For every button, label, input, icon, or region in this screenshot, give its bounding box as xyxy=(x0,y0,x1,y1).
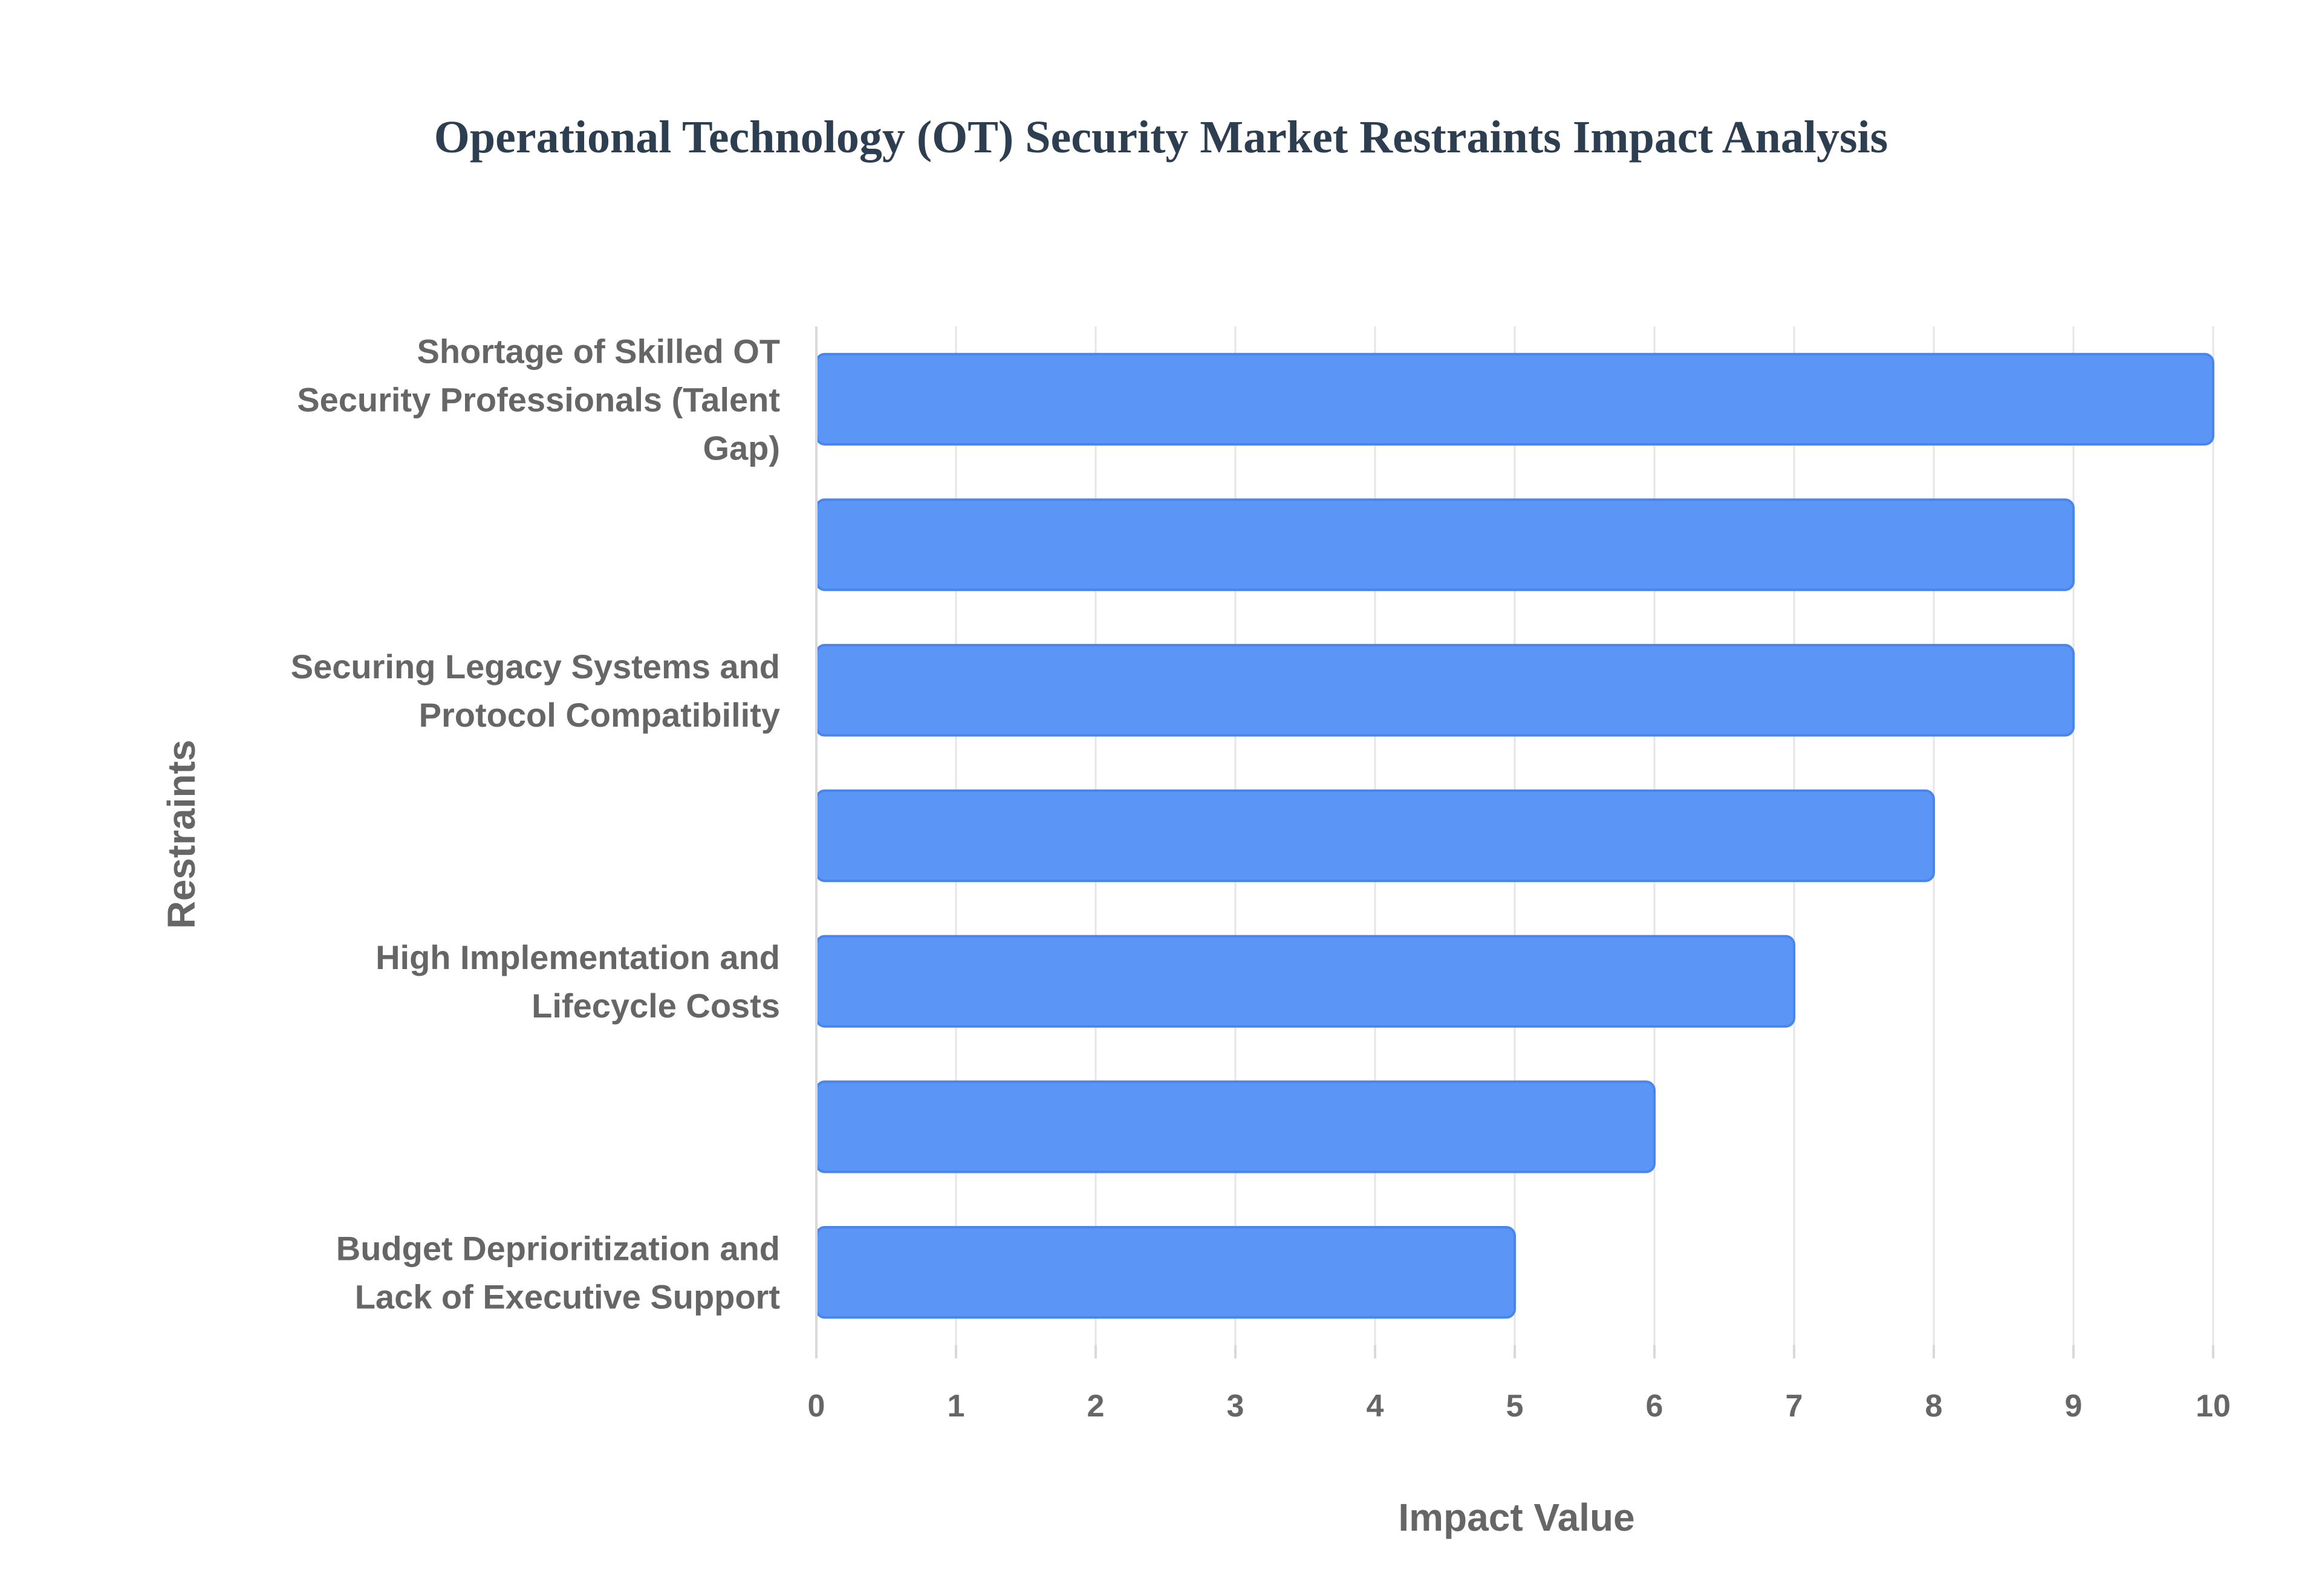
category-label: Protocol Compatibility xyxy=(419,696,780,734)
category-label: Lack of Executive Support xyxy=(355,1278,780,1316)
x-tick-label: 2 xyxy=(1087,1389,1105,1424)
category-label: High Implementation and xyxy=(376,938,780,976)
category-label: Lifecycle Costs xyxy=(532,987,780,1025)
bars xyxy=(815,352,2214,1319)
bar xyxy=(815,644,2075,737)
y-axis-categories: Shortage of Skilled OT Security Professio… xyxy=(291,332,780,1315)
category-label: Gap) xyxy=(703,429,780,467)
x-tick-label: 3 xyxy=(1227,1389,1244,1424)
x-tick-label: 6 xyxy=(1646,1389,1663,1424)
x-tick-label: 5 xyxy=(1506,1389,1524,1424)
bar xyxy=(815,789,1935,883)
x-axis-ticks: 0 1 2 3 4 5 6 7 8 9 10 xyxy=(808,1389,2231,1424)
bar xyxy=(815,1226,1516,1319)
bar xyxy=(815,1080,1656,1173)
x-tick-label: 7 xyxy=(1786,1389,1803,1424)
category-label: Securing Legacy Systems and xyxy=(291,647,780,686)
x-tick-label: 9 xyxy=(2065,1389,2083,1424)
x-tick-label: 8 xyxy=(1925,1389,1943,1424)
axes xyxy=(815,326,2214,1358)
x-tick-label: 4 xyxy=(1367,1389,1384,1424)
category-label: Security Professionals (Talent xyxy=(297,380,780,418)
bar xyxy=(815,498,2075,591)
x-tick-label: 0 xyxy=(808,1389,825,1424)
category-label: Budget Deprioritization and xyxy=(336,1230,780,1268)
chart-title: Operational Technology (OT) Security Mar… xyxy=(434,112,1888,163)
bar xyxy=(815,935,1795,1028)
bar xyxy=(815,352,2214,446)
x-tick-label: 10 xyxy=(2196,1389,2231,1424)
x-tick-label: 1 xyxy=(948,1389,965,1424)
y-axis-title: Restraints xyxy=(160,740,203,929)
category-label: Shortage of Skilled OT xyxy=(417,332,780,370)
x-axis-title: Impact Value xyxy=(1398,1496,1634,1539)
